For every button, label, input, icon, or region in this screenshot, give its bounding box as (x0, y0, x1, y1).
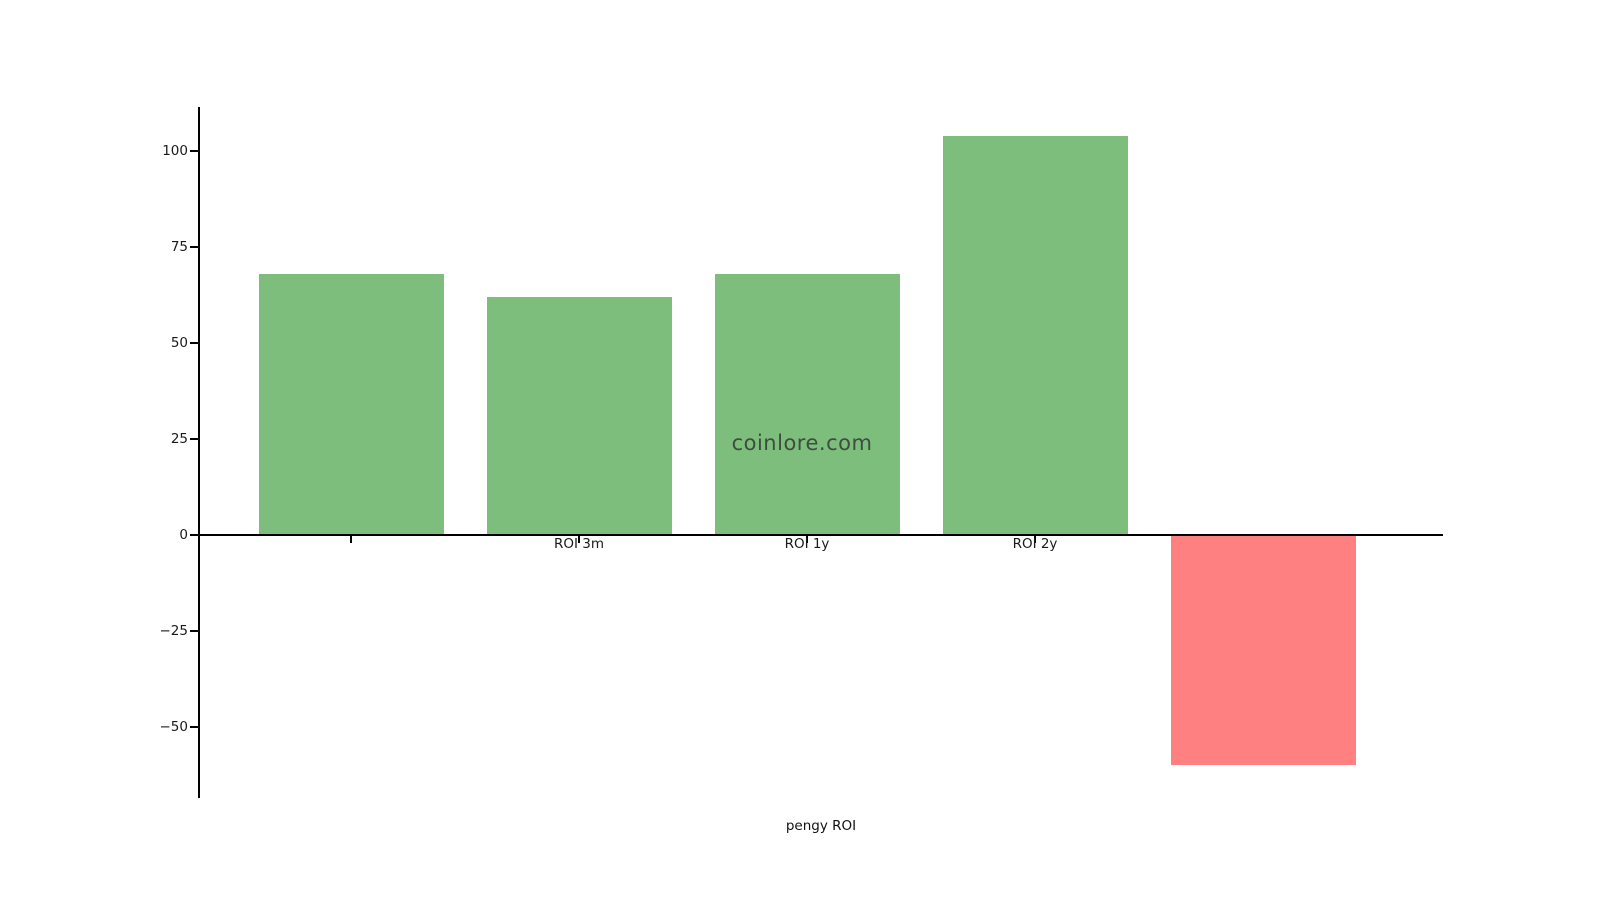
x-tick-label: ROI 3m (553, 536, 605, 552)
bar-ROI 3m (486, 297, 672, 536)
bar-ROI 1y (714, 273, 900, 536)
x-tick-mark (806, 536, 808, 543)
y-tick-mark (190, 438, 198, 441)
y-tick-label: 75 (170, 239, 188, 256)
y-tick-mark (190, 246, 198, 249)
y-tick-label: 25 (170, 431, 188, 448)
x-tick-mark (350, 536, 352, 543)
bar-unlabeled-4 (1170, 535, 1356, 766)
x-axis-zero-line (198, 534, 1443, 536)
y-tick-mark (190, 725, 198, 728)
y-tick-mark (190, 630, 198, 632)
y-axis-line (198, 107, 200, 798)
y-tick-mark (190, 534, 198, 537)
y-tick-label: −25 (159, 623, 189, 639)
x-tick-mark (1034, 536, 1036, 543)
y-tick-label: −50 (159, 718, 189, 735)
x-tick-mark (578, 536, 580, 543)
y-tick-label: 0 (179, 527, 188, 544)
y-tick-label: 50 (170, 335, 188, 352)
y-tick-mark (190, 342, 198, 345)
x-tick-label: ROI 1y (784, 536, 830, 552)
y-tick-mark (190, 150, 198, 153)
x-axis-title: pengy ROI (785, 818, 857, 834)
y-tick-label: 100 (162, 143, 188, 160)
bar-ROI 2y (942, 135, 1128, 536)
watermark-text: coinlore.com (731, 431, 873, 455)
bar-unlabeled-0 (258, 273, 444, 536)
x-tick-label: ROI 2y (1012, 536, 1058, 552)
